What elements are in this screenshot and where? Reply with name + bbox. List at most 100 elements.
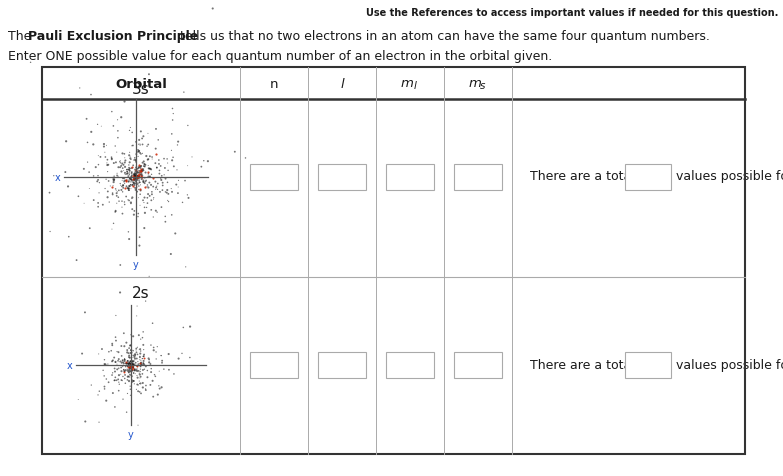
Point bbox=[118, 357, 131, 365]
Point bbox=[83, 185, 96, 193]
Point bbox=[133, 380, 146, 387]
Point bbox=[92, 189, 105, 197]
Point bbox=[92, 391, 104, 399]
Point bbox=[127, 347, 139, 355]
Point bbox=[159, 213, 171, 221]
Point bbox=[130, 170, 143, 178]
Point bbox=[130, 171, 143, 179]
Point bbox=[129, 175, 142, 182]
Point bbox=[130, 173, 143, 181]
Point bbox=[130, 347, 143, 354]
Point bbox=[112, 357, 124, 365]
Point bbox=[132, 148, 145, 156]
Point bbox=[145, 365, 157, 373]
Point bbox=[119, 169, 132, 177]
Point bbox=[129, 362, 142, 369]
Point bbox=[137, 355, 150, 363]
Point bbox=[134, 142, 146, 149]
Point bbox=[129, 172, 142, 180]
Point bbox=[167, 154, 179, 162]
Text: Orbital: Orbital bbox=[115, 77, 167, 90]
Point bbox=[133, 388, 146, 396]
Point bbox=[130, 178, 143, 186]
Point bbox=[153, 367, 165, 375]
Point bbox=[132, 172, 144, 180]
Point bbox=[125, 363, 138, 370]
Point bbox=[117, 165, 129, 173]
Point bbox=[159, 188, 171, 196]
Point bbox=[128, 172, 140, 179]
Point bbox=[139, 194, 151, 202]
Point bbox=[134, 141, 146, 149]
Point bbox=[121, 167, 133, 174]
Point bbox=[135, 173, 147, 180]
Point bbox=[153, 161, 165, 169]
Point bbox=[127, 176, 139, 183]
Point bbox=[112, 194, 124, 202]
Point bbox=[177, 324, 189, 332]
Point bbox=[125, 359, 138, 367]
Bar bbox=[386, 353, 434, 378]
Point bbox=[126, 363, 139, 371]
Point bbox=[121, 360, 133, 367]
Point bbox=[126, 357, 139, 364]
Point bbox=[130, 175, 143, 182]
Point bbox=[138, 361, 150, 369]
Point bbox=[125, 363, 138, 370]
Point bbox=[120, 362, 132, 370]
Point bbox=[118, 155, 131, 162]
Point bbox=[85, 91, 97, 99]
Point bbox=[118, 198, 131, 206]
Point bbox=[123, 377, 135, 385]
Point bbox=[165, 131, 178, 139]
Point bbox=[136, 166, 149, 173]
Point bbox=[128, 362, 140, 369]
Point bbox=[150, 209, 163, 217]
Point bbox=[124, 149, 136, 157]
Point bbox=[106, 191, 119, 199]
Point bbox=[132, 169, 144, 177]
Point bbox=[110, 172, 123, 179]
Point bbox=[144, 173, 157, 181]
Point bbox=[103, 199, 116, 207]
Point bbox=[78, 166, 90, 173]
Point bbox=[96, 201, 109, 209]
Point bbox=[117, 363, 129, 370]
Point bbox=[149, 373, 161, 380]
Point bbox=[125, 362, 138, 369]
Point bbox=[126, 194, 139, 202]
Point bbox=[128, 177, 140, 185]
Point bbox=[118, 343, 131, 350]
Point bbox=[128, 176, 140, 183]
Point bbox=[124, 360, 136, 368]
Point bbox=[108, 176, 121, 184]
Point bbox=[143, 193, 156, 200]
Point bbox=[128, 366, 141, 373]
Point bbox=[129, 185, 142, 192]
Point bbox=[125, 373, 138, 381]
Point bbox=[88, 197, 100, 205]
Point bbox=[165, 212, 178, 219]
Point bbox=[133, 168, 146, 175]
Point bbox=[117, 175, 129, 183]
Point bbox=[102, 360, 114, 368]
Point bbox=[128, 369, 140, 377]
Point bbox=[124, 362, 137, 369]
Point bbox=[124, 165, 136, 173]
Point bbox=[137, 367, 150, 374]
Point bbox=[124, 199, 137, 207]
Text: 3s: 3s bbox=[132, 82, 150, 97]
Point bbox=[121, 366, 133, 373]
Point bbox=[134, 182, 146, 189]
Point bbox=[134, 346, 146, 353]
Point bbox=[121, 359, 134, 367]
Point bbox=[124, 361, 137, 369]
Point bbox=[115, 343, 128, 350]
Point bbox=[162, 191, 175, 198]
Point bbox=[133, 148, 146, 155]
Point bbox=[98, 360, 110, 368]
Point bbox=[118, 356, 131, 364]
Point bbox=[137, 166, 150, 173]
Point bbox=[111, 366, 124, 373]
Point bbox=[135, 168, 148, 176]
